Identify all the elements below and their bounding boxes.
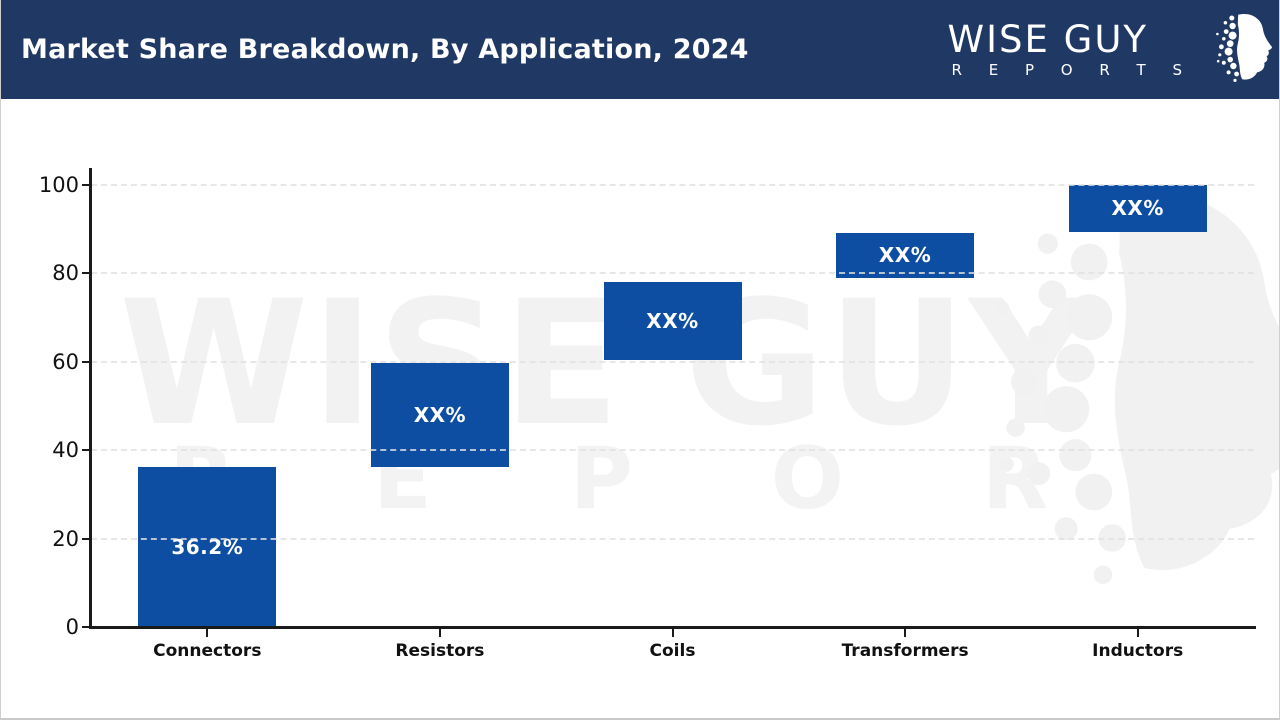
bar-connectors: 36.2% — [138, 466, 277, 627]
logo-face-icon — [1216, 14, 1272, 82]
x-tick-mark-connectors — [206, 629, 209, 637]
bar-value-label: XX% — [1111, 196, 1164, 221]
x-tick-label-transformers: Transformers — [841, 641, 969, 661]
x-tick-mark-inductors — [1136, 629, 1139, 637]
y-axis — [89, 168, 92, 629]
gridline-80 — [91, 272, 1254, 275]
bar-inductors: XX% — [1068, 185, 1207, 232]
x-tick-mark-coils — [671, 629, 674, 637]
y-tick-mark-20 — [82, 537, 91, 540]
bar-resistors: XX% — [370, 362, 509, 467]
y-tick-mark-0 — [82, 626, 91, 628]
header-bar: Market Share Breakdown, By Application, … — [1, 0, 1279, 99]
bar-value-label: XX% — [878, 243, 932, 268]
y-tick-label-0: 0 — [65, 615, 79, 639]
gridline-60 — [91, 360, 1254, 363]
y-tick-label-100: 100 — [38, 173, 79, 197]
wiseguy-logo: WISE GUY R E P O R T S — [948, 8, 1275, 92]
gridline-20 — [91, 537, 1254, 540]
y-tick-label-80: 80 — [52, 261, 79, 286]
y-tick-mark-60 — [82, 360, 91, 363]
x-axis — [89, 626, 1256, 629]
logo-reports-text: R E P O R T S — [951, 60, 1193, 79]
y-tick-mark-40 — [82, 449, 91, 452]
x-tick-label-coils: Coils — [649, 641, 696, 661]
bar-value-label: XX% — [646, 309, 699, 334]
x-tick-label-connectors: Connectors — [153, 641, 262, 661]
bar-value-label: XX% — [413, 402, 467, 427]
gridline-40 — [91, 449, 1254, 452]
y-tick-label-40: 40 — [52, 438, 79, 463]
bar-coils: XX% — [603, 281, 742, 361]
gridline-100 — [91, 184, 1254, 186]
x-tick-label-inductors: Inductors — [1092, 641, 1184, 661]
x-tick-label-resistors: Resistors — [395, 641, 485, 661]
x-tick-mark-transformers — [904, 629, 907, 637]
page-title: Market Share Breakdown, By Application, … — [21, 34, 749, 65]
bar-transformers: XX% — [836, 233, 975, 278]
y-tick-label-20: 20 — [52, 526, 79, 551]
x-tick-mark-resistors — [438, 629, 441, 637]
logo-wordmark: WISE GUY R E P O R T S — [947, 18, 1193, 79]
y-tick-mark-80 — [82, 272, 91, 275]
y-tick-label-60: 60 — [52, 349, 79, 374]
logo-wiseguy-text: WISE GUY — [947, 18, 1149, 62]
y-tick-mark-100 — [82, 184, 91, 186]
